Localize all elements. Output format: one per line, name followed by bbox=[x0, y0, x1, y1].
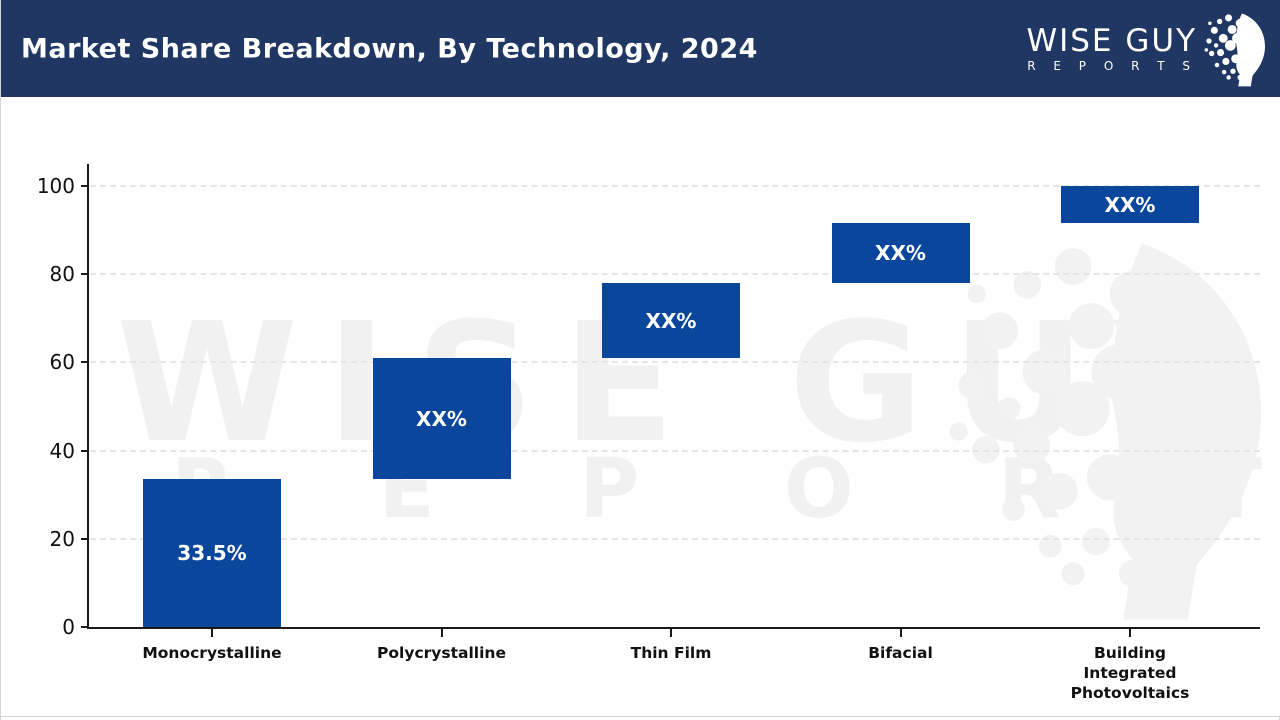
x-tick-1 bbox=[440, 629, 443, 637]
bottom-divider bbox=[1, 716, 1280, 717]
brand-logo-text: WISE GUY R E P O R T S bbox=[1026, 25, 1197, 74]
bar-thin-film: XX% bbox=[602, 283, 740, 358]
brand-face-icon bbox=[1204, 13, 1265, 87]
y-tick-label-100: 100 bbox=[36, 174, 75, 198]
y-tick-label-60: 60 bbox=[49, 350, 75, 375]
x-category-label: Polycrystalline bbox=[377, 644, 506, 662]
bar-building-integrated-photovoltaics: XX% bbox=[1061, 186, 1199, 224]
y-tick-label-0: 0 bbox=[62, 615, 75, 639]
x-tick-2 bbox=[670, 629, 672, 637]
bar-value-label: XX% bbox=[1104, 192, 1156, 217]
bar-value-label: XX% bbox=[645, 308, 697, 333]
gridline-20 bbox=[90, 537, 1260, 540]
gridline-100 bbox=[90, 185, 1260, 187]
y-tick-80 bbox=[81, 273, 89, 276]
bar-bifacial: XX% bbox=[831, 223, 970, 284]
watermark-brand-subtext: R E P O R T S bbox=[171, 442, 1280, 537]
brand-name: WISE GUY bbox=[1026, 22, 1197, 59]
x-category-label: Building Integrated Photovoltaics bbox=[1070, 644, 1190, 703]
watermark-face-icon bbox=[949, 243, 1261, 620]
x-tick-4 bbox=[1129, 629, 1131, 637]
bar-value-label: XX% bbox=[416, 406, 467, 431]
y-axis-line bbox=[87, 163, 89, 629]
brand-logo: WISE GUY R E P O R T S bbox=[1026, 8, 1265, 90]
bar-monocrystalline: 33.5% bbox=[143, 479, 281, 627]
y-tick-60 bbox=[81, 361, 89, 364]
bar-polycrystalline: XX% bbox=[372, 357, 511, 480]
gridline-60 bbox=[90, 361, 1260, 364]
y-tick-label-40: 40 bbox=[49, 438, 75, 463]
chart-area: WISE GUY R E P O R T S 02040608010033.5%… bbox=[1, 97, 1280, 716]
x-category-label: Thin Film bbox=[630, 644, 712, 662]
y-tick-label-80: 80 bbox=[49, 262, 75, 287]
chart-title: Market Share Breakdown, By Technology, 2… bbox=[21, 33, 758, 64]
gridline-40 bbox=[90, 449, 1260, 452]
bar-value-label: XX% bbox=[875, 241, 926, 266]
x-tick-0 bbox=[211, 629, 213, 637]
y-tick-20 bbox=[81, 537, 89, 540]
x-tick-3 bbox=[899, 629, 902, 637]
y-tick-40 bbox=[81, 449, 89, 452]
y-tick-100 bbox=[81, 185, 89, 187]
x-category-label: Bifacial bbox=[868, 644, 933, 662]
y-tick-label-20: 20 bbox=[49, 526, 75, 551]
header-bar: Market Share Breakdown, By Technology, 2… bbox=[1, 0, 1280, 97]
brand-subtitle: R E P O R T S bbox=[1027, 59, 1197, 74]
y-tick-0 bbox=[81, 626, 89, 628]
x-category-label: Monocrystalline bbox=[142, 644, 282, 662]
bar-value-label: 33.5% bbox=[177, 541, 247, 566]
gridline-80 bbox=[90, 273, 1260, 276]
x-axis-line bbox=[87, 627, 1260, 629]
